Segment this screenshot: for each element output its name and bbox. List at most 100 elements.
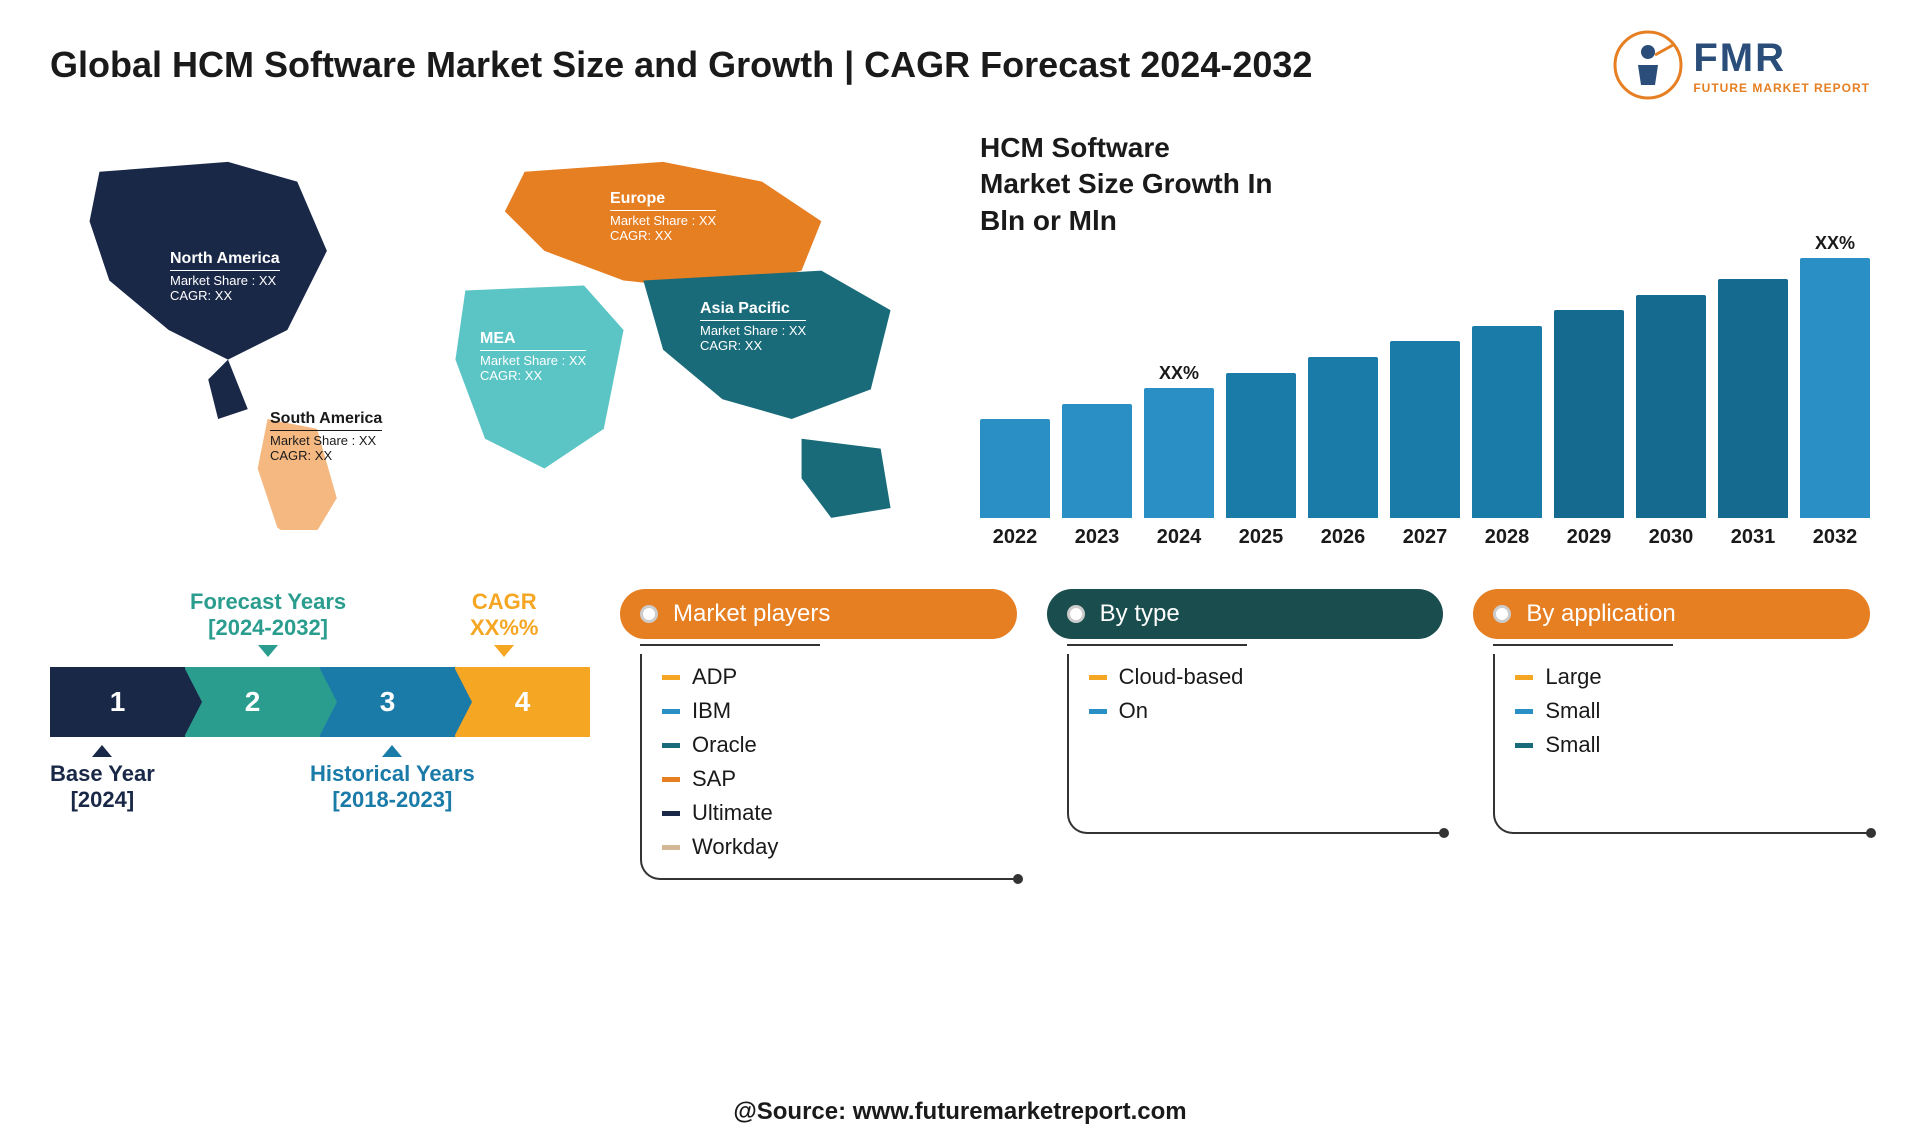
bar	[1718, 279, 1788, 518]
list-item: Workday	[662, 834, 1017, 860]
bar-group: XX% 2024	[1144, 258, 1214, 549]
bar-year: 2027	[1403, 526, 1448, 549]
timeline-bar: 1234	[50, 667, 590, 737]
list-item: SAP	[662, 766, 1017, 792]
bar	[1800, 258, 1870, 518]
region-asia-pacific: Asia Pacific Market Share : XX CAGR: XX	[700, 300, 806, 353]
bar	[1554, 310, 1624, 518]
bar	[1062, 404, 1132, 518]
bar-group: 2023	[1062, 258, 1132, 549]
bar	[1636, 295, 1706, 519]
list-item: Small	[1515, 698, 1870, 724]
chart-title: HCM SoftwareMarket Size Growth InBln or …	[980, 130, 1870, 239]
list-item: ADP	[662, 664, 1017, 690]
list-dash-icon	[1515, 709, 1533, 714]
market-players-section: Market players ADP IBM Oracle SAP Ultimate Wo…	[620, 589, 1017, 880]
list-dash-icon	[1089, 709, 1107, 714]
list-dash-icon	[1089, 675, 1107, 680]
header: Global HCM Software Market Size and Grow…	[50, 30, 1870, 100]
list-dash-icon	[662, 811, 680, 816]
bar-group: 2026	[1308, 258, 1378, 549]
list-item: Cloud-based	[1089, 664, 1444, 690]
timeline-label-base: Base Year [2024]	[50, 745, 155, 813]
arrow-down-icon	[258, 645, 278, 657]
bar	[1390, 341, 1460, 518]
by-type-list: Cloud-based On	[1067, 654, 1444, 834]
footer-source: @Source: www.futuremarketreport.com	[733, 1098, 1186, 1126]
bar-year: 2025	[1239, 526, 1284, 549]
region-mea: MEA Market Share : XX CAGR: XX	[480, 330, 586, 383]
bar-year: 2022	[993, 526, 1038, 549]
bar	[1144, 388, 1214, 518]
world-map: North America Market Share : XX CAGR: XX…	[50, 130, 940, 530]
arrow-up-icon	[92, 745, 112, 757]
timeline-label-cagr: CAGR XX%%	[470, 589, 538, 657]
page-title: Global HCM Software Market Size and Grow…	[50, 44, 1312, 86]
list-item: IBM	[662, 698, 1017, 724]
timeline-labels-bottom: Base Year [2024] Historical Years [2018-…	[50, 745, 590, 835]
region-north-america: North America Market Share : XX CAGR: XX	[170, 250, 280, 303]
list-item: Small	[1515, 732, 1870, 758]
region-europe: Europe Market Share : XX CAGR: XX	[610, 190, 716, 243]
bar-group: 2029	[1554, 258, 1624, 549]
timeline-label-forecast: Forecast Years [2024-2032]	[190, 589, 346, 657]
by-application-section: By application Large Small Small	[1473, 589, 1870, 834]
bar-group: 2025	[1226, 258, 1296, 549]
arrow-up-icon	[382, 745, 402, 757]
bar-group: 2030	[1636, 258, 1706, 549]
bar-year: 2024	[1157, 526, 1202, 549]
bar-year: 2029	[1567, 526, 1612, 549]
bar-group: 2031	[1718, 258, 1788, 549]
by-type-section: By type Cloud-based On	[1047, 589, 1444, 834]
list-dash-icon	[662, 709, 680, 714]
timeline-segment: 1	[50, 667, 185, 737]
bar-chart-section: HCM SoftwareMarket Size Growth InBln or …	[980, 130, 1870, 549]
bar	[980, 419, 1050, 518]
bar-year: 2030	[1649, 526, 1694, 549]
bar-year: 2023	[1075, 526, 1120, 549]
region-south-america: South America Market Share : XX CAGR: XX	[270, 410, 382, 463]
bar-year: 2026	[1321, 526, 1366, 549]
by-application-list: Large Small Small	[1493, 654, 1870, 834]
logo-sub: FUTURE MARKET REPORT	[1693, 81, 1870, 95]
list-dash-icon	[1515, 743, 1533, 748]
list-dash-icon	[662, 743, 680, 748]
pill-by-application: By application	[1473, 589, 1870, 639]
main-row: North America Market Share : XX CAGR: XX…	[50, 130, 1870, 549]
list-dash-icon	[662, 845, 680, 850]
timeline-segment: 2	[185, 667, 320, 737]
bar-group: 2027	[1390, 258, 1460, 549]
bar-group: 2022	[980, 258, 1050, 549]
bar-group: 2028	[1472, 258, 1542, 549]
bar	[1472, 326, 1542, 518]
list-item: Large	[1515, 664, 1870, 690]
arrow-down-icon	[494, 645, 514, 657]
bar	[1308, 357, 1378, 518]
timeline-label-historical: Historical Years [2018-2023]	[310, 745, 475, 813]
market-players-list: ADP IBM Oracle SAP Ultimate Workday	[640, 654, 1017, 880]
timeline-segment: 3	[320, 667, 455, 737]
logo-fmr: FMR	[1693, 36, 1870, 81]
list-item: Oracle	[662, 732, 1017, 758]
logo-text: FMR FUTURE MARKET REPORT	[1693, 36, 1870, 95]
timeline-segment: 4	[455, 667, 590, 737]
bar-chart: 2022 2023 XX% 2024 2025 2026 2027 2028 2029 2030 2…	[980, 249, 1870, 549]
bar-year: 2028	[1485, 526, 1530, 549]
timeline-labels-top: Forecast Years [2024-2032] CAGR XX%%	[50, 589, 590, 659]
bar-year: 2032	[1813, 526, 1858, 549]
list-dash-icon	[662, 675, 680, 680]
bar-year: 2031	[1731, 526, 1776, 549]
list-item: Ultimate	[662, 800, 1017, 826]
bar-label: XX%	[1815, 233, 1855, 254]
bar-label: XX%	[1159, 363, 1199, 384]
list-dash-icon	[1515, 675, 1533, 680]
bar	[1226, 373, 1296, 519]
pill-by-type: By type	[1047, 589, 1444, 639]
list-item: On	[1089, 698, 1444, 724]
timeline-section: Forecast Years [2024-2032] CAGR XX%% 123…	[50, 589, 590, 835]
bar-group: XX%2032	[1800, 258, 1870, 549]
bottom-row: Forecast Years [2024-2032] CAGR XX%% 123…	[50, 589, 1870, 880]
pill-market-players: Market players	[620, 589, 1017, 639]
logo-icon	[1613, 30, 1683, 100]
logo: FMR FUTURE MARKET REPORT	[1613, 30, 1870, 100]
